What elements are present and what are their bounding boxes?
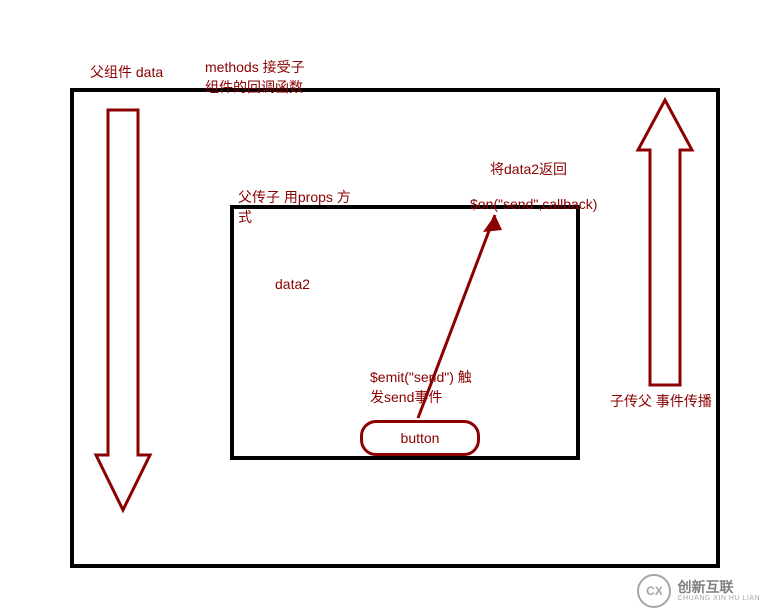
button-node: button [360, 420, 480, 456]
label-return-data2: 将data2返回 [490, 160, 567, 180]
watermark-badge: CX [637, 574, 671, 608]
label-emit: $emit("send") 触 发send事件 [370, 368, 472, 407]
button-label: button [401, 430, 440, 446]
watermark-title: 创新互联 [677, 580, 760, 595]
label-props: 父传子 用props 方 式 [238, 188, 351, 227]
label-parent-data: 父组件 data [90, 63, 163, 83]
label-data2: data2 [275, 275, 310, 295]
watermark: CX 创新互联 CHUANG XIN HU LIAN [637, 574, 760, 608]
label-child-to-parent: 子传父 事件传播 [610, 392, 712, 412]
label-methods: methods 接受子 组件的回调函数 [205, 58, 305, 97]
label-on-send: $on("send",callback) [470, 195, 597, 215]
diagram-canvas: button 父组件 data methods 接受子 组件的回调函数 将dat… [0, 0, 768, 614]
watermark-sub: CHUANG XIN HU LIAN [677, 595, 760, 602]
